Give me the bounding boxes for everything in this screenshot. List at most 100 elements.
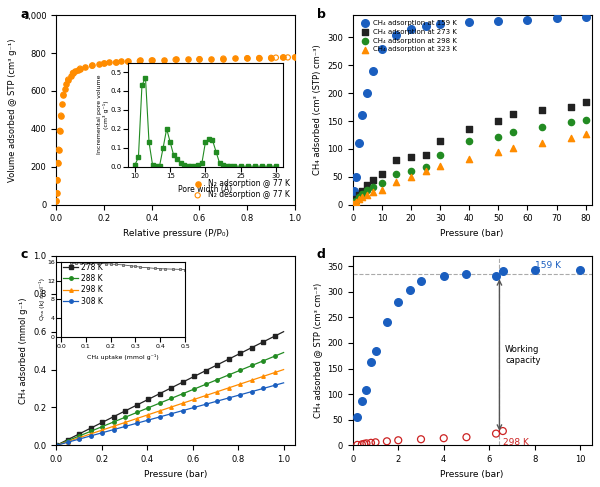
N₂ adsorption @ 77 K [59, 91, 68, 99]
288 K [154, 401, 161, 407]
CH₄ adsorption at 298 K [377, 180, 386, 187]
298 K [188, 397, 195, 403]
CH₄ adsorption at 159 K [349, 187, 359, 195]
Point [394, 436, 403, 444]
N₂ adsorption @ 77 K [171, 56, 181, 63]
N₂ adsorption @ 77 K [52, 197, 61, 205]
N₂ adsorption @ 77 K [254, 54, 264, 62]
CH₄ adsorption at 298 K [581, 116, 590, 124]
Point [416, 435, 426, 443]
Point [491, 272, 501, 280]
CH₄ adsorption at 298 K [362, 186, 372, 193]
N₂ adsorption @ 77 K [60, 85, 70, 93]
N₂ adsorption @ 77 K [159, 56, 169, 64]
CH₄ adsorption at 323 K [508, 144, 518, 152]
278 K [154, 392, 161, 398]
N₂ adsorption @ 77 K [111, 58, 121, 66]
N₂ desorption @ 77 K [53, 159, 63, 167]
Point [461, 433, 471, 441]
CH₄ adsorption at 323 K [581, 130, 590, 138]
Point [575, 266, 585, 274]
Point [416, 278, 426, 285]
N₂ adsorption @ 77 K [73, 66, 83, 74]
CH₄ adsorption at 273 K [436, 137, 445, 145]
X-axis label: Relative pressure (P/P₀): Relative pressure (P/P₀) [122, 229, 229, 238]
Point [382, 437, 392, 445]
CH₄ adsorption at 298 K [537, 123, 547, 131]
CH₄ adsorption at 273 K [362, 181, 372, 189]
CH₄ adsorption at 298 K [349, 199, 359, 206]
CH₄ adsorption at 323 K [349, 200, 358, 208]
CH₄ adsorption at 159 K [552, 15, 562, 22]
298 K [53, 443, 60, 449]
298 K [199, 393, 206, 399]
N₂ adsorption @ 77 K [71, 67, 80, 75]
N₂ adsorption @ 77 K [58, 100, 67, 108]
CH₄ adsorption at 273 K [421, 150, 430, 158]
CH₄ adsorption at 323 K [348, 201, 358, 208]
Point [366, 358, 376, 366]
308 K [199, 402, 206, 408]
N₂ desorption @ 77 K [111, 58, 121, 66]
N₂ adsorption @ 77 K [61, 80, 71, 88]
X-axis label: Pressure (bar): Pressure (bar) [144, 469, 207, 479]
N₂ desorption @ 77 K [99, 59, 109, 67]
Legend: N₂ adsorption @ 77 K, N₂ desorption @ 77 K: N₂ adsorption @ 77 K, N₂ desorption @ 77… [188, 177, 291, 201]
CH₄ adsorption at 159 K [494, 17, 503, 25]
N₂ desorption @ 77 K [171, 56, 181, 64]
CH₄ adsorption at 323 K [406, 173, 416, 181]
278 K [199, 369, 206, 375]
N₂ adsorption @ 77 K [230, 54, 240, 62]
N₂ desorption @ 77 K [56, 112, 66, 119]
N₂ adsorption @ 77 K [52, 189, 62, 197]
CH₄ adsorption at 159 K [349, 195, 358, 203]
Point [357, 440, 367, 448]
N₂ desorption @ 77 K [271, 54, 281, 61]
Point [394, 298, 403, 306]
288 K [208, 379, 215, 385]
N₂ desorption @ 77 K [283, 54, 293, 61]
CH₄ adsorption at 159 K [523, 16, 532, 23]
278 K [254, 342, 261, 348]
CH₄ adsorption at 159 K [357, 112, 367, 119]
Line: 298 K: 298 K [55, 368, 286, 447]
N₂ adsorption @ 77 K [64, 75, 73, 83]
308 K [53, 443, 60, 449]
CH₄ adsorption at 159 K [348, 198, 358, 206]
278 K [208, 365, 215, 371]
CH₄ adsorption at 273 K [348, 200, 358, 208]
308 K [154, 415, 161, 421]
288 K [199, 382, 206, 388]
CH₄ adsorption at 323 K [392, 178, 401, 186]
308 K [208, 400, 215, 406]
CH₄ adsorption at 298 K [494, 133, 503, 141]
Text: 159 K: 159 K [535, 261, 560, 270]
CH₄ adsorption at 273 K [349, 200, 358, 207]
CH₄ adsorption at 298 K [348, 200, 358, 208]
N₂ desorption @ 77 K [135, 57, 145, 65]
298 K [280, 367, 287, 373]
Legend: CH₄ adsorption at 159 K, CH₄ adsorption at 273 K, CH₄ adsorption at 298 K, CH₄ a: CH₄ adsorption at 159 K, CH₄ adsorption … [356, 19, 458, 54]
Y-axis label: Volume adsorbed @ STP (cm³ g⁻¹): Volume adsorbed @ STP (cm³ g⁻¹) [8, 38, 17, 182]
Point [491, 430, 501, 437]
Point [371, 347, 380, 355]
Point [382, 318, 392, 326]
Point [362, 439, 371, 447]
N₂ adsorption @ 77 K [66, 72, 76, 80]
N₂ desorption @ 77 K [87, 62, 97, 70]
CH₄ adsorption at 298 K [351, 197, 361, 205]
CH₄ adsorption at 159 K [392, 31, 401, 38]
Point [530, 266, 539, 274]
CH₄ adsorption at 323 K [354, 195, 364, 203]
N₂ desorption @ 77 K [242, 54, 252, 62]
N₂ adsorption @ 77 K [54, 146, 64, 153]
CH₄ adsorption at 298 K [354, 193, 364, 201]
CH₄ adsorption at 323 K [421, 168, 430, 175]
298 K [154, 409, 161, 415]
CH₄ adsorption at 159 K [421, 22, 430, 30]
278 K [191, 374, 198, 379]
CH₄ adsorption at 273 K [537, 106, 547, 114]
CH₄ adsorption at 273 K [566, 103, 576, 111]
Point [498, 427, 508, 435]
Point [357, 397, 367, 405]
